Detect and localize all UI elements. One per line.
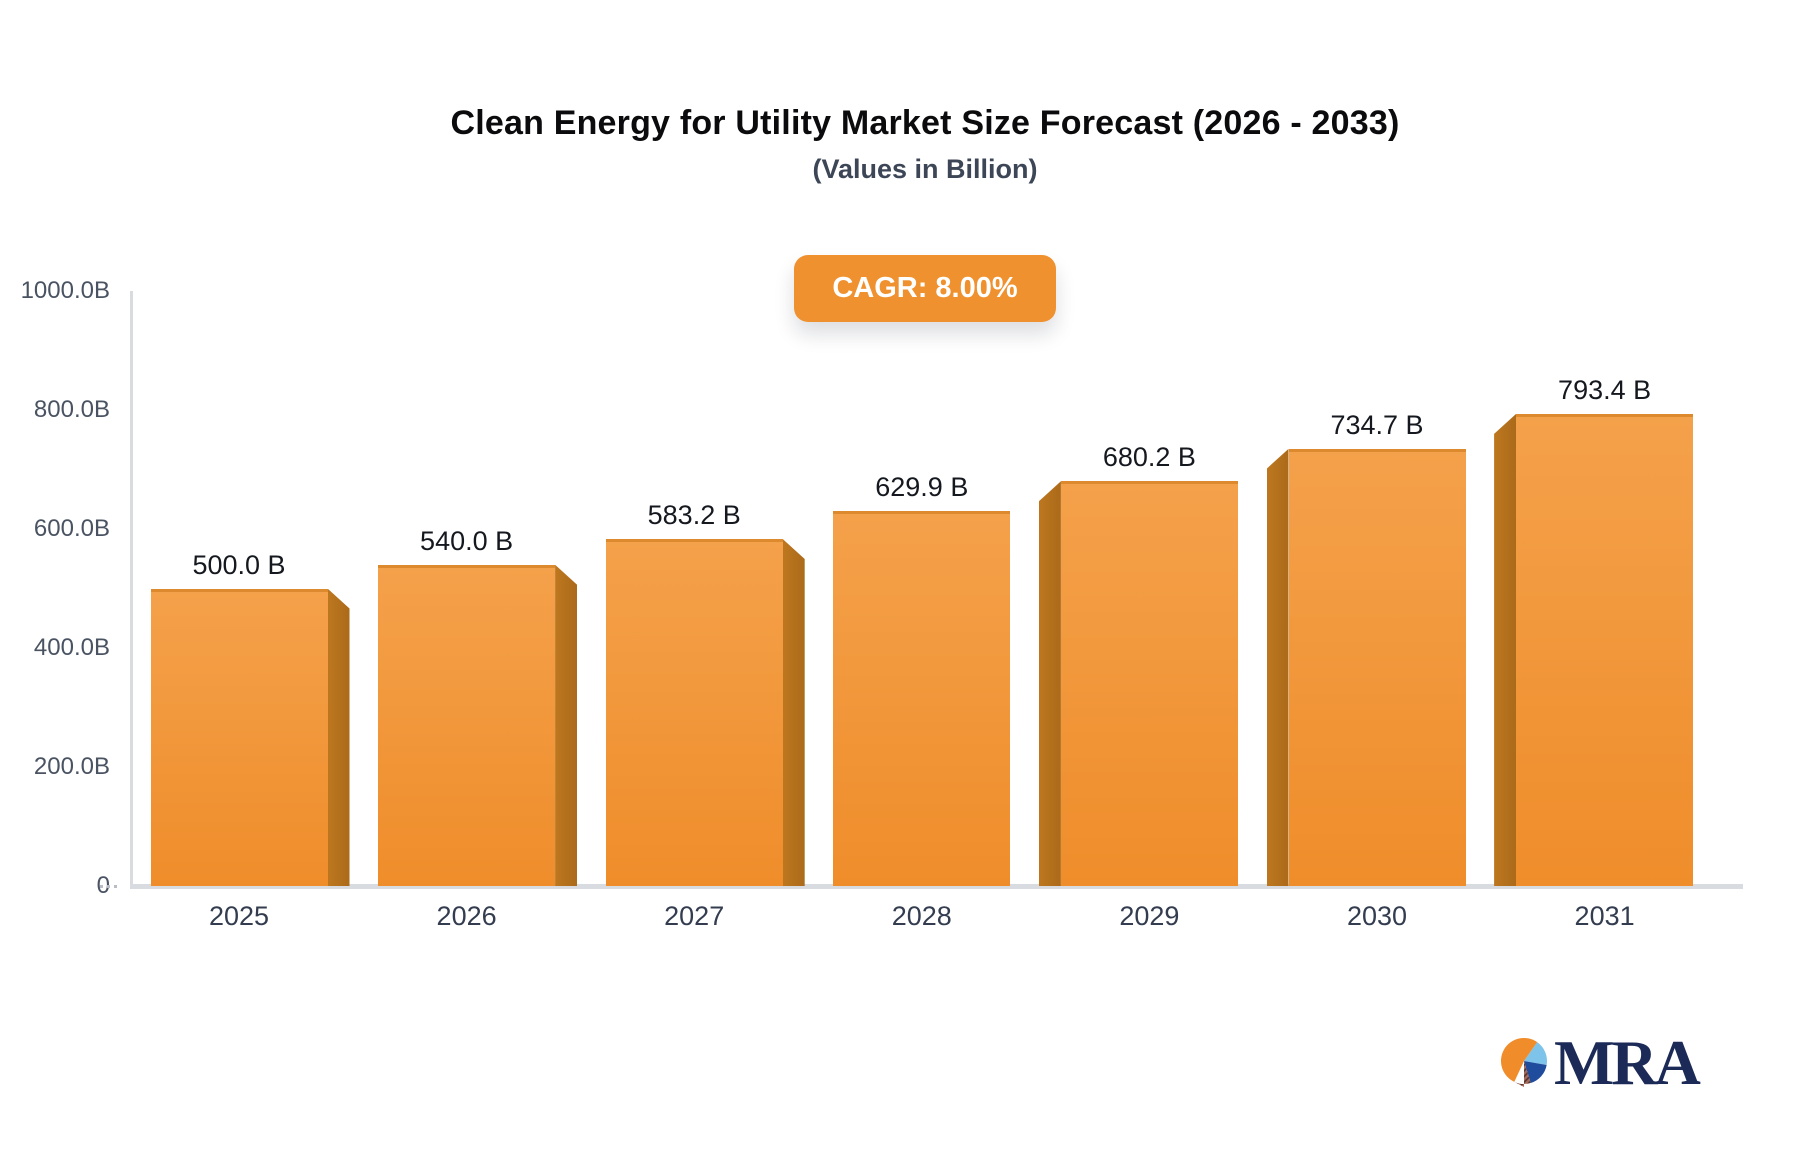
- cagr-badge: CAGR: 8.00%: [794, 255, 1056, 322]
- y-axis-tick-label: 800.0B: [33, 396, 110, 423]
- y-axis-tick-label: 400.0B: [33, 634, 110, 661]
- y-axis-tick-label: 600.0B: [33, 515, 110, 542]
- x-axis-line: [130, 884, 1743, 889]
- x-axis-tick-label: 2029: [1119, 901, 1180, 931]
- x-axis-tick-label: 2025: [208, 901, 270, 931]
- bar: [1288, 448, 1466, 886]
- y-axis-tick-label: 1000.0B: [20, 277, 110, 304]
- bar-value-label: 734.7 B: [1330, 409, 1424, 440]
- x-axis-tick-label: 2028: [891, 901, 952, 931]
- chart-header: Clean Energy for Utility Market Size For…: [25, 0, 1800, 185]
- cagr-badge-wrap: CAGR: 8.00%: [25, 255, 1800, 322]
- x-axis-tick-label: 2027: [664, 901, 725, 931]
- bar-side-face: [782, 538, 805, 886]
- bar-value-label: 500.0 B: [192, 549, 286, 580]
- bar-value-label: 793.4 B: [1558, 374, 1652, 405]
- x-axis-tick-label: 2026: [436, 901, 497, 931]
- bar: [605, 538, 783, 886]
- chart-title: Clean Energy for Utility Market Size For…: [450, 104, 1400, 142]
- x-axis-tick-label: 2031: [1574, 901, 1635, 931]
- bar-side-face: [327, 588, 350, 886]
- bar-side-face: [1494, 413, 1517, 886]
- bar-side-face: [555, 564, 578, 886]
- bar-side-face: [1038, 481, 1061, 886]
- pie-chart-icon: [1500, 1037, 1548, 1087]
- mra-logo: MRA: [1498, 1027, 1701, 1098]
- bar-value-label: 583.2 B: [647, 499, 741, 530]
- bar: [833, 511, 1011, 886]
- zero-tick-mark: [100, 885, 117, 888]
- bar: [1060, 481, 1238, 886]
- bar: [378, 564, 556, 886]
- bar-value-label: 540.0 B: [420, 525, 514, 556]
- bar: [150, 588, 328, 886]
- y-axis-tick-label: 0: [96, 872, 110, 899]
- bar: [1516, 413, 1694, 886]
- bar-value-label: 629.9 B: [875, 472, 969, 503]
- x-axis-tick-label: 2030: [1346, 901, 1408, 931]
- y-axis-tick-label: 200.0B: [33, 753, 110, 780]
- bar-value-label: 680.2 B: [1102, 442, 1196, 473]
- bar-side-face: [1266, 448, 1289, 886]
- y-axis-line: [130, 291, 133, 886]
- mra-logo-text: MRA: [1554, 1027, 1701, 1098]
- chart-subtitle: (Values in Billion): [812, 154, 1038, 184]
